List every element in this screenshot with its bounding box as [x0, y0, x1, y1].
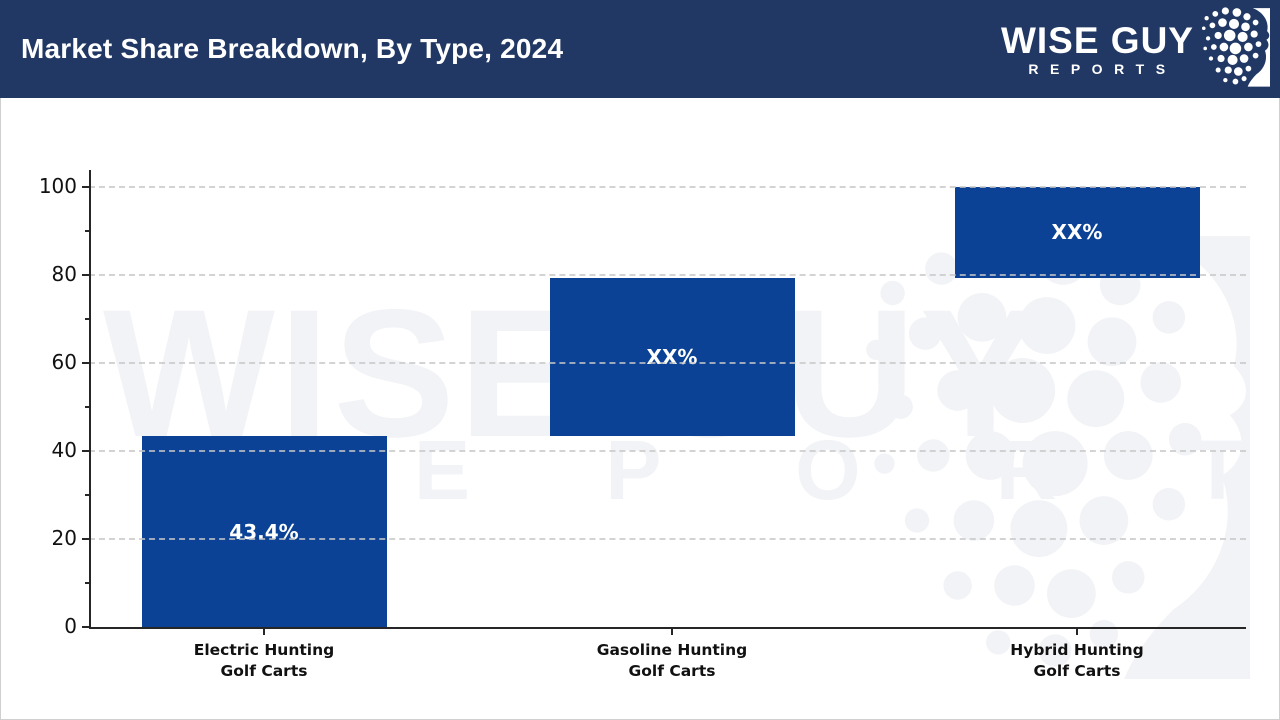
wiseguy-logo-wordmark: WISE GUY	[1000, 20, 1194, 61]
y-tick-label: 60	[51, 350, 77, 374]
x-tick	[263, 629, 265, 635]
y-minor-tick	[85, 494, 89, 496]
y-tick-label: 100	[38, 174, 77, 198]
bar-segment: 43.4%	[141, 436, 387, 627]
wiseguy-logo: WISE GUY REPORTS	[1001, 7, 1270, 91]
bar-value-label: 43.4%	[229, 519, 299, 544]
wiseguy-logo-subtext: REPORTS	[1028, 61, 1177, 77]
y-major-tick	[82, 362, 89, 364]
wiseguy-logo-text: WISE GUY REPORTS	[1001, 22, 1194, 76]
y-major-tick	[82, 450, 89, 452]
y-tick-label: 0	[64, 614, 77, 638]
y-major-tick	[82, 186, 89, 188]
wiseguy-face-icon	[1198, 6, 1270, 92]
y-major-tick	[82, 626, 89, 628]
x-tick	[1076, 629, 1078, 635]
bar-value-label: XX%	[1051, 220, 1103, 245]
y-minor-tick	[85, 230, 89, 232]
y-major-tick	[82, 538, 89, 540]
x-category-label: Gasoline Hunting Golf Carts	[596, 641, 748, 680]
y-minor-tick	[85, 582, 89, 584]
x-axis-line	[89, 627, 1246, 629]
bar-segment: XX%	[954, 187, 1200, 278]
bar-chart: 43.4% XX% XX% 0 20 40 60 80 100 Electric Hunting …	[0, 98, 1280, 720]
y-minor-tick	[85, 318, 89, 320]
y-minor-tick	[85, 406, 89, 408]
x-category-label: Hybrid Hunting Golf Carts	[1010, 641, 1144, 680]
header-bar: Market Share Breakdown, By Type, 2024 WI…	[0, 0, 1280, 98]
bar-segment: XX%	[549, 277, 795, 437]
page-title: Market Share Breakdown, By Type, 2024	[21, 33, 564, 64]
y-axis-line	[89, 170, 91, 629]
x-category-label: Electric Hunting Golf Carts	[193, 641, 335, 680]
bar-value-label: XX%	[646, 344, 698, 369]
y-major-tick	[82, 274, 89, 276]
y-tick-label: 20	[51, 526, 77, 550]
y-tick-label: 80	[51, 262, 77, 286]
y-tick-label: 40	[51, 438, 77, 462]
x-tick	[671, 629, 673, 635]
